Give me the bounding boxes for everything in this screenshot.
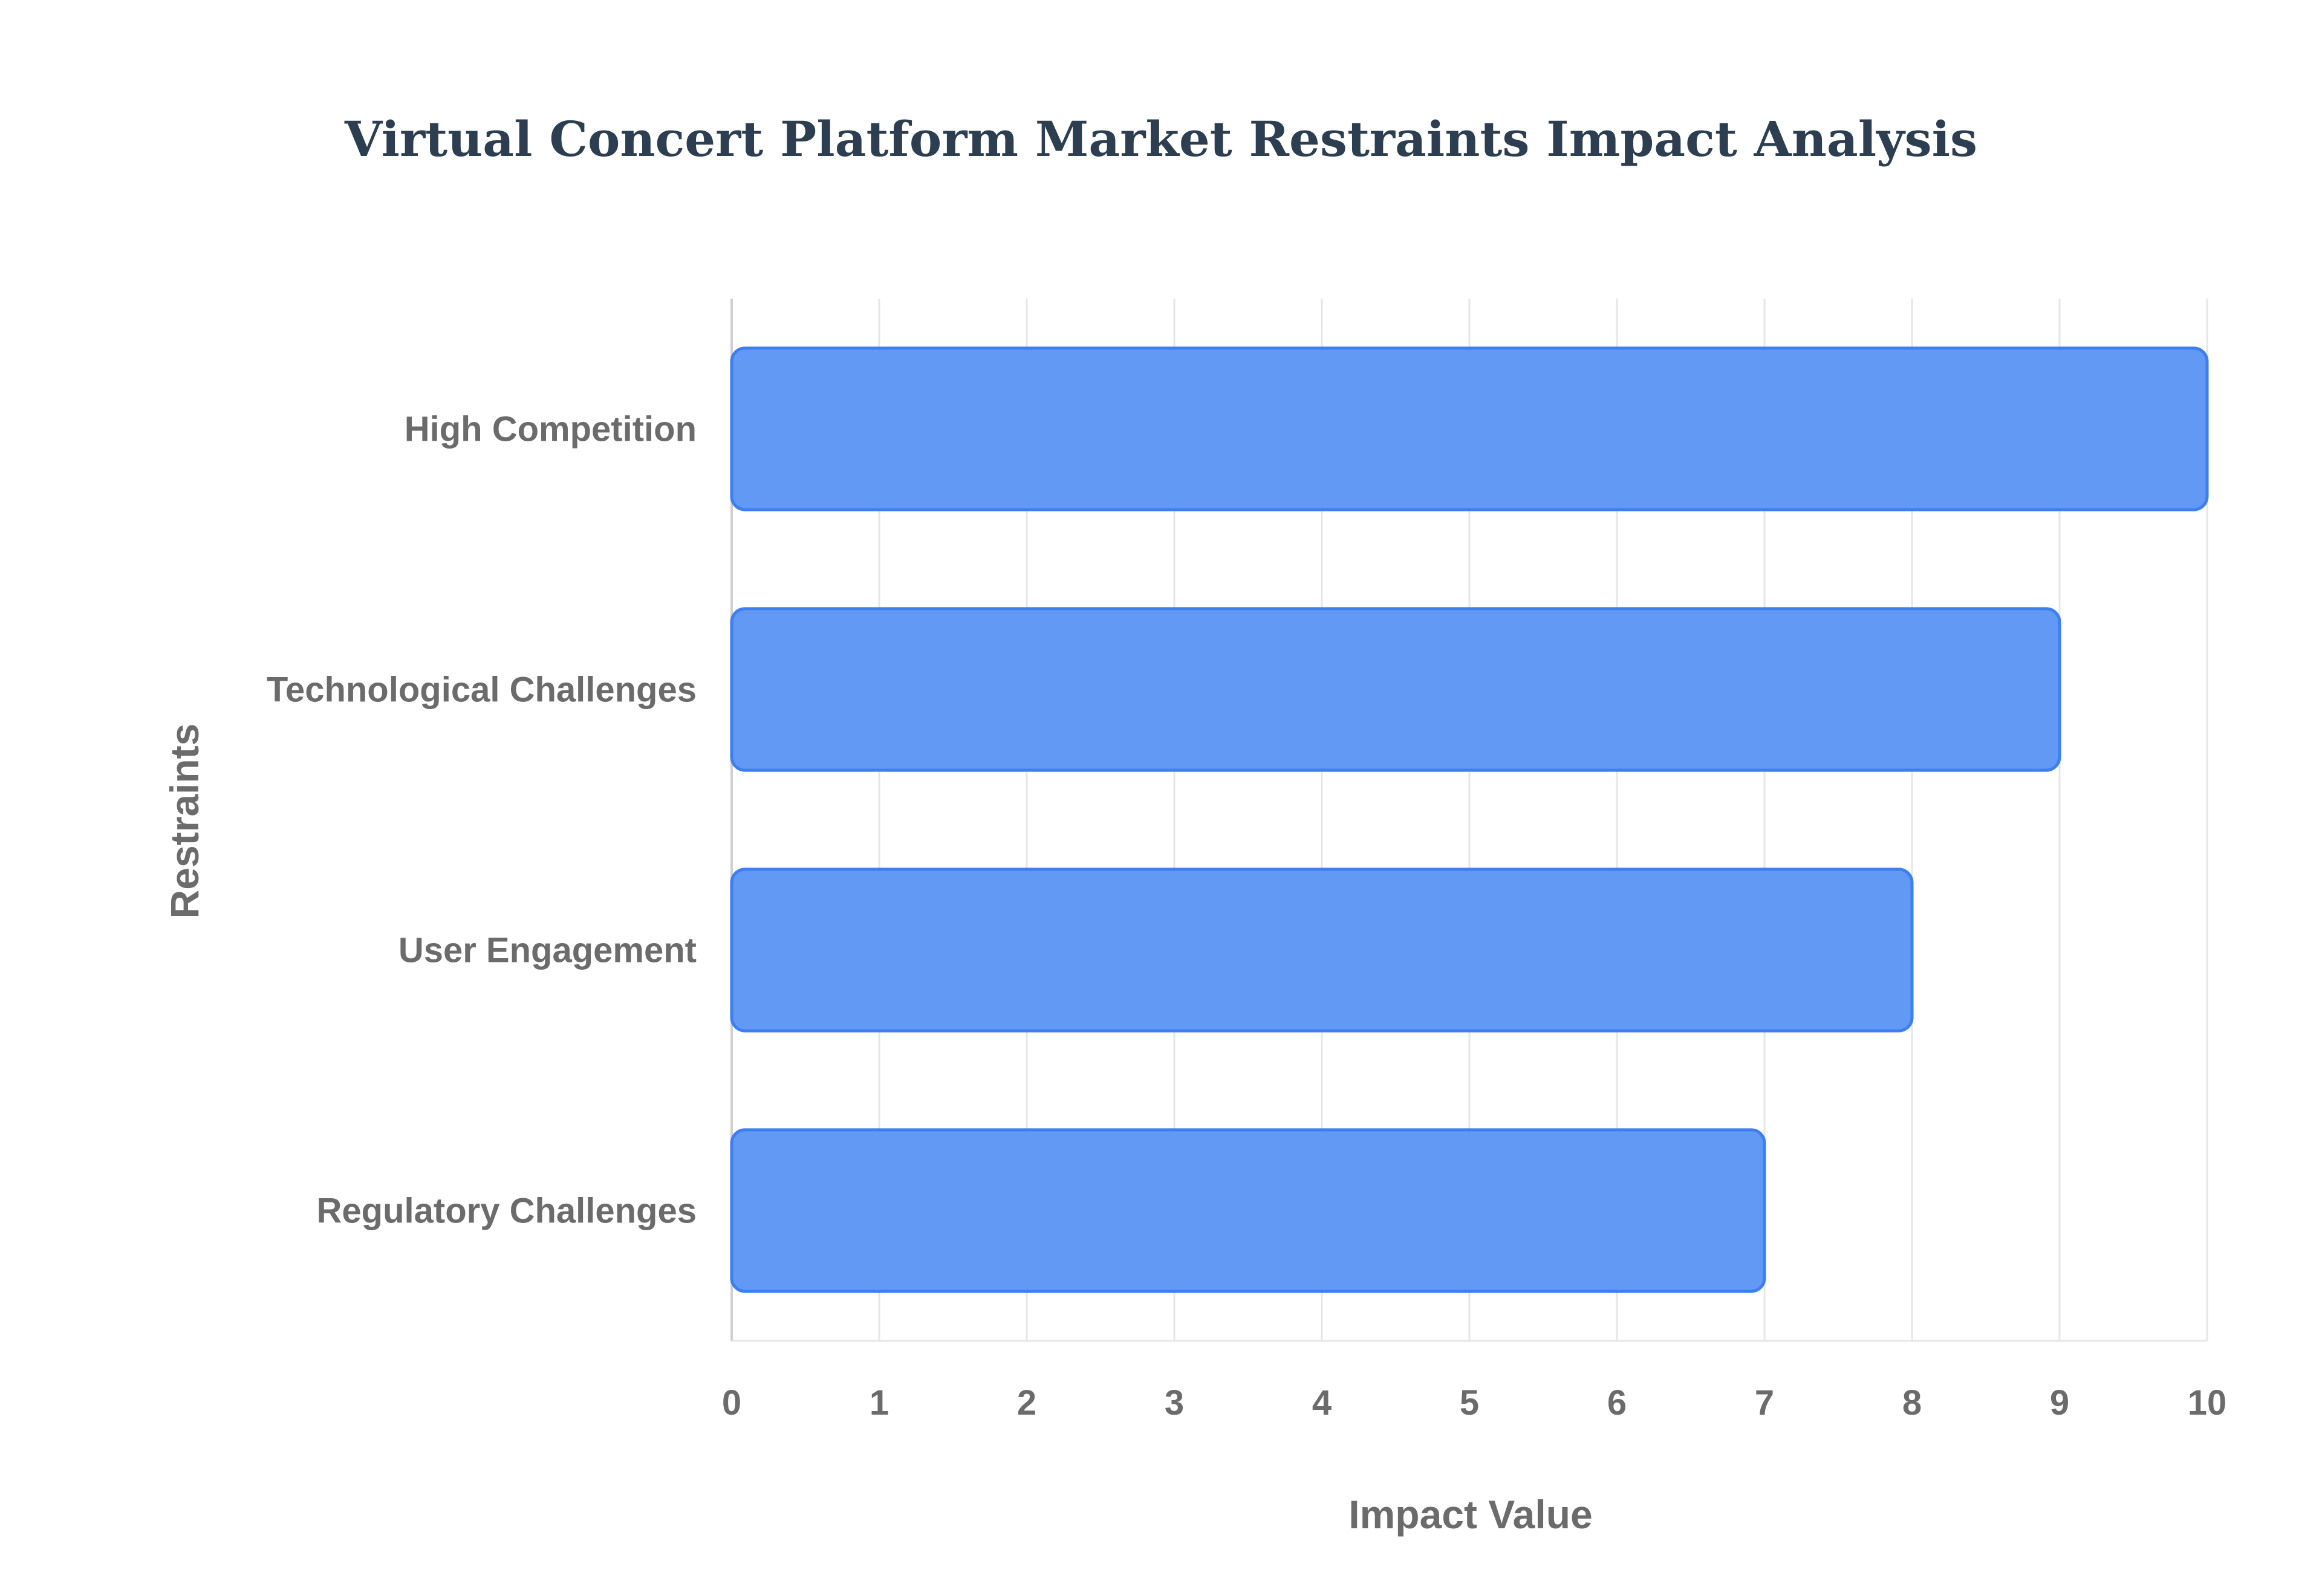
x-tick-label-9: 9 — [2050, 1383, 2069, 1422]
x-tick-label-8: 8 — [1902, 1383, 1922, 1422]
bar-technological-challenges — [730, 607, 2061, 772]
y-tick-label-user-engagement: User Engagement — [398, 931, 697, 970]
x-tick-label-1: 1 — [870, 1383, 889, 1422]
x-tick-label-2: 2 — [1017, 1383, 1036, 1422]
x-tick-label-4: 4 — [1312, 1383, 1332, 1422]
chart-title: Virtual Concert Platform Market Restrain… — [344, 111, 1977, 167]
y-tick-labels: High Competition Technological Challenges… — [267, 410, 697, 1231]
x-axis-title: Impact Value — [1348, 1492, 1593, 1537]
x-tick-label-6: 6 — [1607, 1383, 1627, 1422]
x-tick-label-0: 0 — [722, 1383, 741, 1422]
x-tick-label-10: 10 — [2188, 1383, 2227, 1422]
y-tick-label-high-competition: High Competition — [405, 410, 697, 449]
bar-regulatory-challenges — [730, 1128, 1766, 1293]
bar-high-competition — [730, 346, 2209, 511]
bar-user-engagement — [730, 868, 1914, 1033]
x-tick-label-7: 7 — [1755, 1383, 1774, 1422]
x-tick-label-5: 5 — [1460, 1383, 1479, 1422]
bars — [730, 346, 2209, 1293]
y-tick-label-regulatory-challenges: Regulatory Challenges — [317, 1192, 697, 1231]
x-tick-labels: 0 1 2 3 4 5 6 7 8 9 10 — [722, 1383, 2226, 1422]
y-tick-label-technological-challenges: Technological Challenges — [267, 670, 697, 710]
y-axis-title: Restraints — [162, 724, 207, 919]
x-tick-label-3: 3 — [1165, 1383, 1184, 1422]
